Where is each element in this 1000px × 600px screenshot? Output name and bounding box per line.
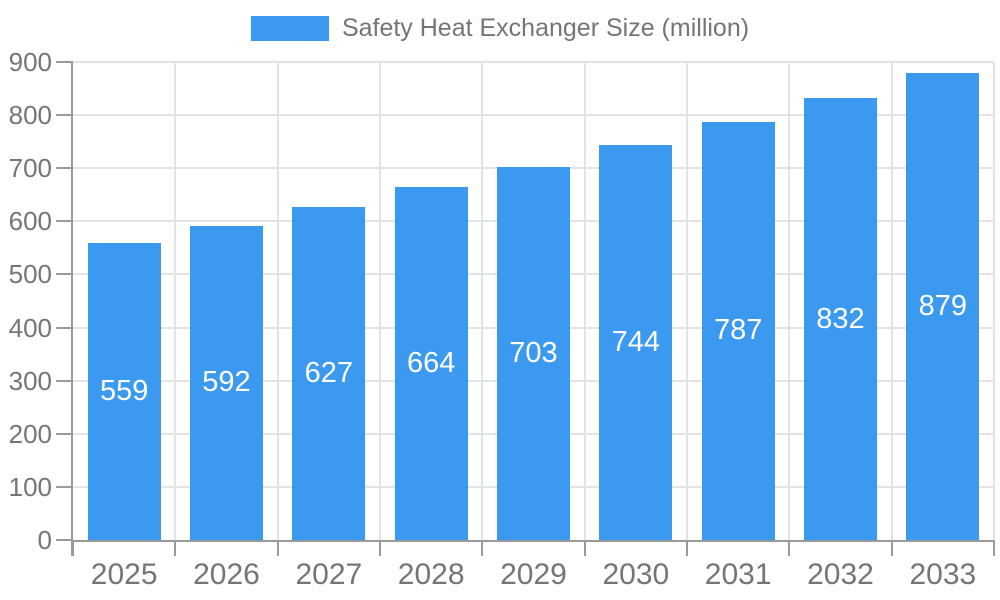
gridline-vertical <box>686 62 688 540</box>
x-axis-tick-label: 2029 <box>500 558 567 591</box>
y-axis-line <box>71 61 73 556</box>
y-axis-tick-label: 800 <box>8 100 52 131</box>
bar-2027[interactable]: 627 <box>292 206 366 540</box>
y-axis-tick <box>56 61 73 63</box>
y-axis-tick-label: 100 <box>8 471 52 502</box>
bar-value-label: 559 <box>99 375 149 408</box>
bar-2033[interactable]: 879 <box>906 73 980 540</box>
y-axis-tick <box>56 539 73 541</box>
gridline-vertical <box>174 62 177 540</box>
x-axis-tick <box>583 540 586 556</box>
y-axis-tick-label: 500 <box>8 259 52 290</box>
gridline-vertical <box>788 62 791 540</box>
x-axis-tick-label: 2031 <box>704 558 772 591</box>
x-axis-tick <box>788 540 791 556</box>
y-axis-tick <box>56 273 73 276</box>
gridline-vertical <box>890 62 893 540</box>
x-axis-tick-label: 2032 <box>807 558 874 591</box>
y-axis-tick <box>56 485 73 488</box>
x-axis-tick-label: 2026 <box>193 558 260 591</box>
y-axis-tick-label: 300 <box>8 365 52 396</box>
bar-2025[interactable]: 559 <box>87 243 161 540</box>
bar-2029[interactable]: 703 <box>497 166 570 540</box>
bar-2030[interactable]: 744 <box>599 144 673 540</box>
x-axis-tick <box>174 540 177 556</box>
y-axis-tick <box>56 220 73 223</box>
bar-value-label: 744 <box>611 325 661 358</box>
x-axis-tick-label: 2033 <box>909 558 977 591</box>
x-axis-tick <box>276 540 279 556</box>
x-axis-tick <box>993 540 995 556</box>
x-axis-tick <box>890 540 893 556</box>
legend-label: Safety Heat Exchanger Size (million) <box>341 14 750 42</box>
gridline-vertical <box>379 62 381 540</box>
x-axis-tick <box>686 540 688 556</box>
y-axis-tick-label: 0 <box>37 525 52 555</box>
x-axis-tick-label: 2027 <box>295 558 363 591</box>
bar-2026[interactable]: 592 <box>190 225 263 540</box>
gridline-horizontal <box>73 61 994 63</box>
x-axis-line <box>71 540 994 542</box>
gridline-vertical <box>276 62 279 540</box>
y-axis-tick-label: 900 <box>8 47 52 77</box>
bar-value-label: 664 <box>406 347 456 380</box>
x-axis-tick <box>481 540 484 556</box>
bar-value-label: 787 <box>713 314 763 347</box>
gridline-vertical <box>993 62 995 540</box>
bar-value-label: 627 <box>304 356 354 389</box>
x-axis-tick-label: 2025 <box>90 558 158 591</box>
legend-swatch <box>250 16 329 41</box>
y-axis-tick <box>56 379 73 382</box>
y-axis-tick <box>56 114 73 117</box>
y-axis-tick <box>56 167 73 170</box>
y-axis-tick-label: 700 <box>8 153 52 184</box>
bar-2032[interactable]: 832 <box>804 98 877 540</box>
x-axis-tick-label: 2028 <box>397 558 465 591</box>
y-axis-tick-label: 400 <box>8 312 52 343</box>
gridline-vertical <box>583 62 586 540</box>
y-axis-tick <box>56 432 73 435</box>
x-axis-tick <box>72 540 74 556</box>
bar-2031[interactable]: 787 <box>701 122 775 540</box>
x-axis-tick <box>379 540 381 556</box>
legend-item[interactable]: Safety Heat Exchanger Size (million) <box>0 14 1000 43</box>
bar-2028[interactable]: 664 <box>394 187 468 540</box>
y-axis-tick <box>56 326 73 329</box>
bar-value-label: 879 <box>918 290 968 323</box>
gridline-horizontal <box>73 114 994 117</box>
bar-value-label: 592 <box>202 366 251 399</box>
bar-value-label: 703 <box>509 336 558 369</box>
gridline-vertical <box>481 62 484 540</box>
bar-value-label: 832 <box>816 302 865 335</box>
x-axis-tick-label: 2030 <box>602 558 670 591</box>
y-axis-tick-label: 600 <box>8 206 52 237</box>
y-axis-tick-label: 200 <box>8 418 52 449</box>
